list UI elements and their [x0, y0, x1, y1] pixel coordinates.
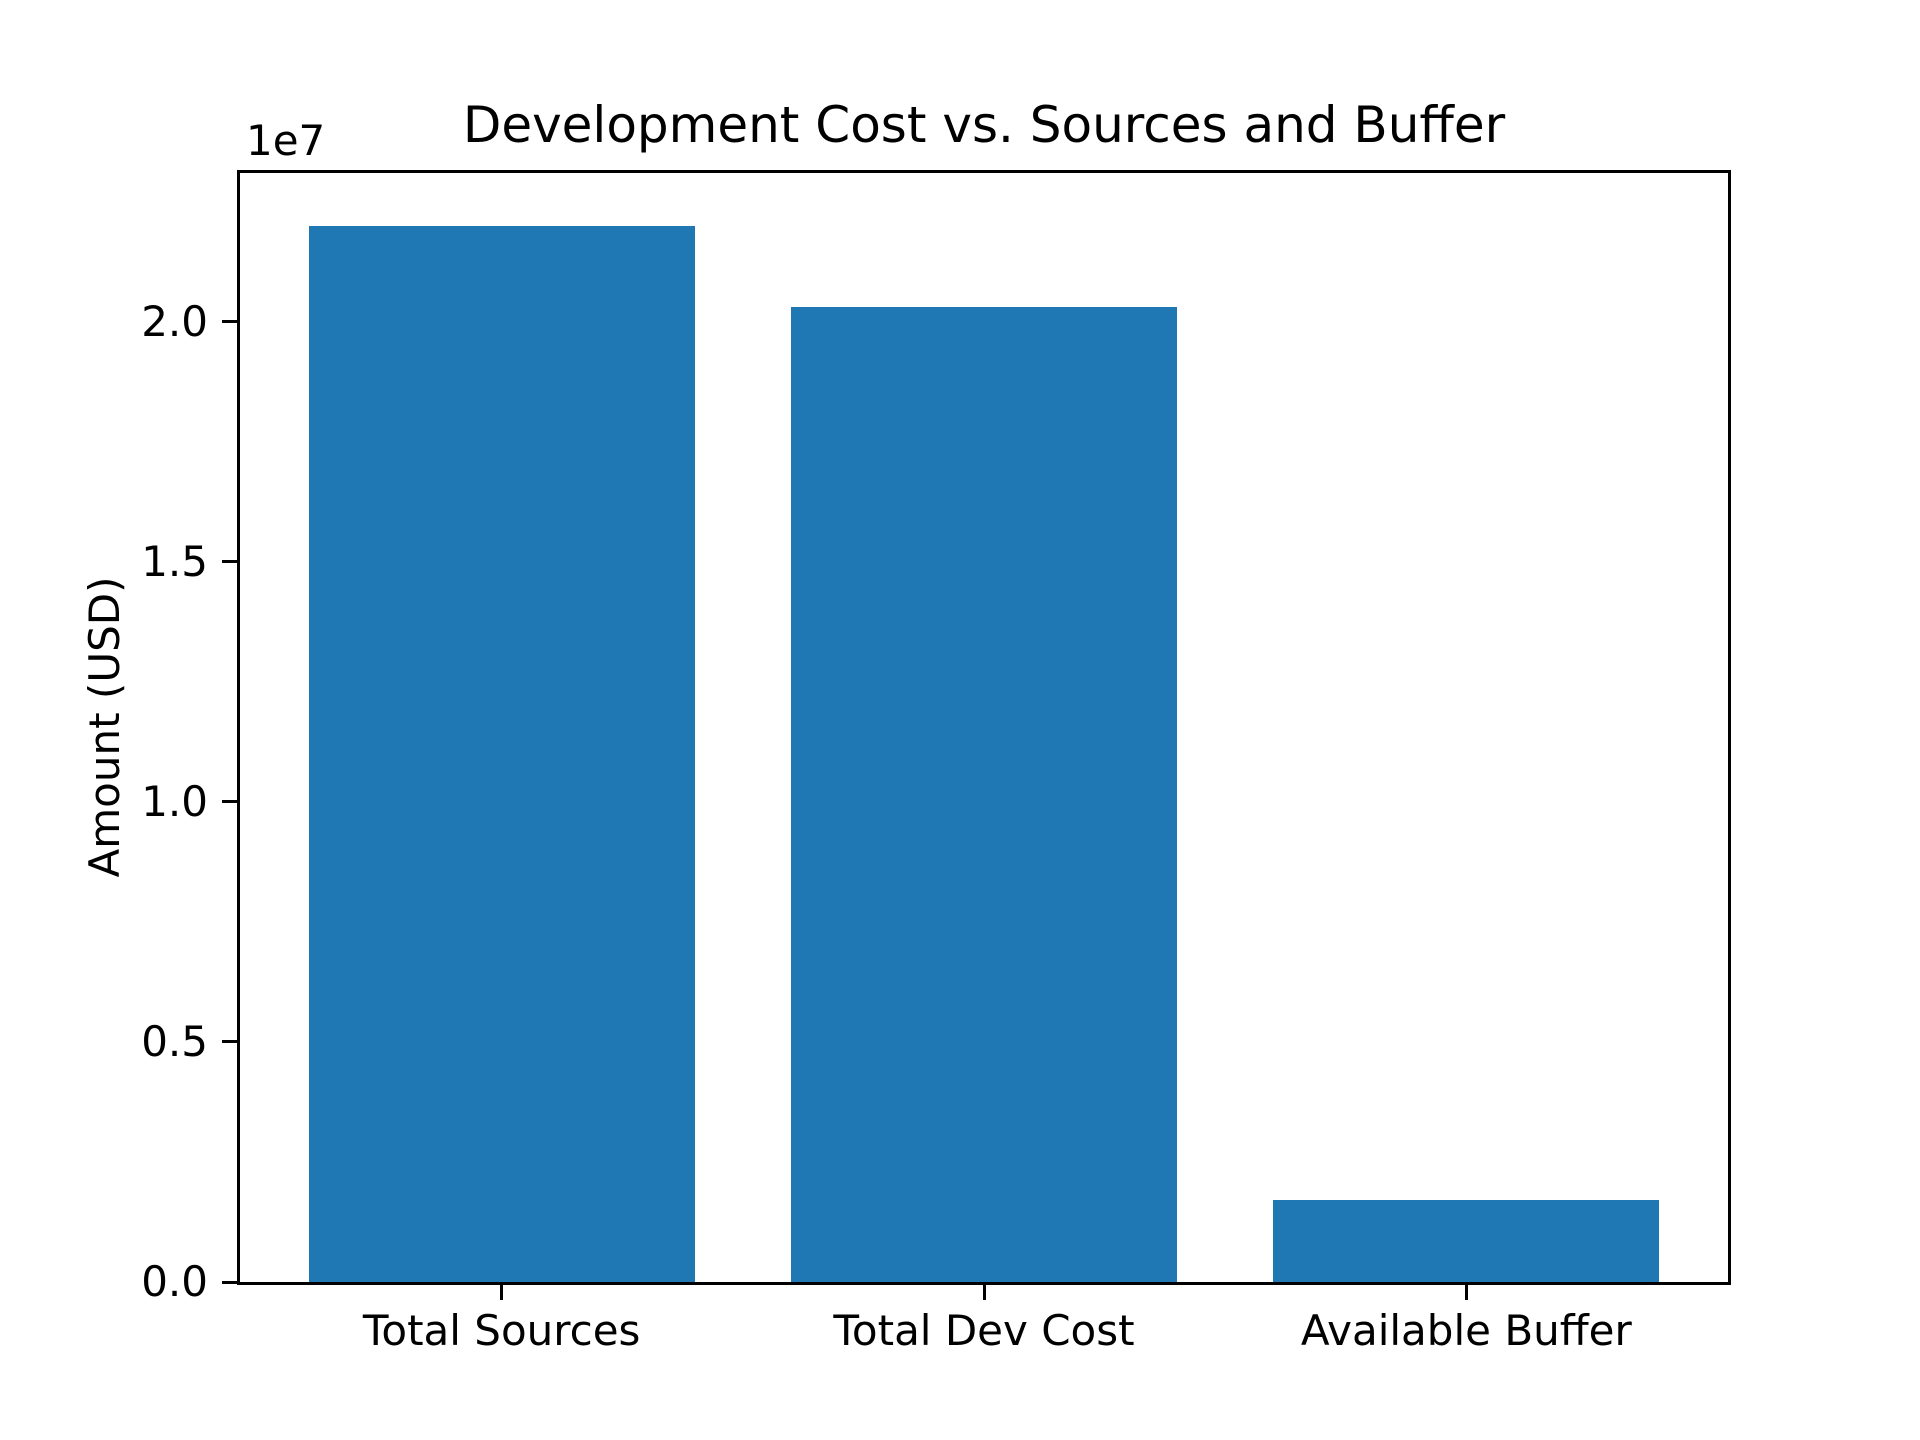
y-tick-mark: [222, 560, 237, 564]
y-tick-mark: [222, 1040, 237, 1044]
x-axis-bottom-spine: [237, 1282, 1731, 1285]
x-tick-label-available-buffer: Available Buffer: [1300, 1306, 1632, 1355]
y-tick-label: 1.5: [141, 536, 208, 586]
y-tick-label: 0.5: [141, 1016, 208, 1066]
bar-total-dev-cost: [791, 307, 1177, 1282]
y-axis-label: Amount (USD): [80, 576, 129, 878]
bar-available-buffer: [1273, 1200, 1660, 1282]
x-tick-label-total-sources: Total Sources: [362, 1306, 641, 1355]
x-tick-mark: [982, 1285, 986, 1300]
y-tick-label: 1.0: [141, 776, 208, 826]
x-tick-mark: [1464, 1285, 1468, 1300]
top-spine: [237, 170, 1731, 173]
y-axis-left-spine: [237, 170, 240, 1285]
chart-title: Development Cost vs. Sources and Buffer: [462, 96, 1506, 154]
right-spine: [1728, 170, 1731, 1285]
y-tick-mark: [222, 1280, 237, 1284]
x-tick-mark: [500, 1285, 504, 1300]
y-tick-mark: [222, 800, 237, 804]
plot-area: [240, 173, 1728, 1282]
y-tick-mark: [222, 320, 237, 324]
x-tick-label-total-dev-cost: Total Dev Cost: [833, 1306, 1135, 1355]
bar-total-sources: [308, 225, 695, 1282]
y-tick-label: 2.0: [141, 296, 208, 346]
y-tick-label: 0.0: [141, 1257, 208, 1306]
y-axis-offset-label: 1e7: [246, 116, 326, 165]
